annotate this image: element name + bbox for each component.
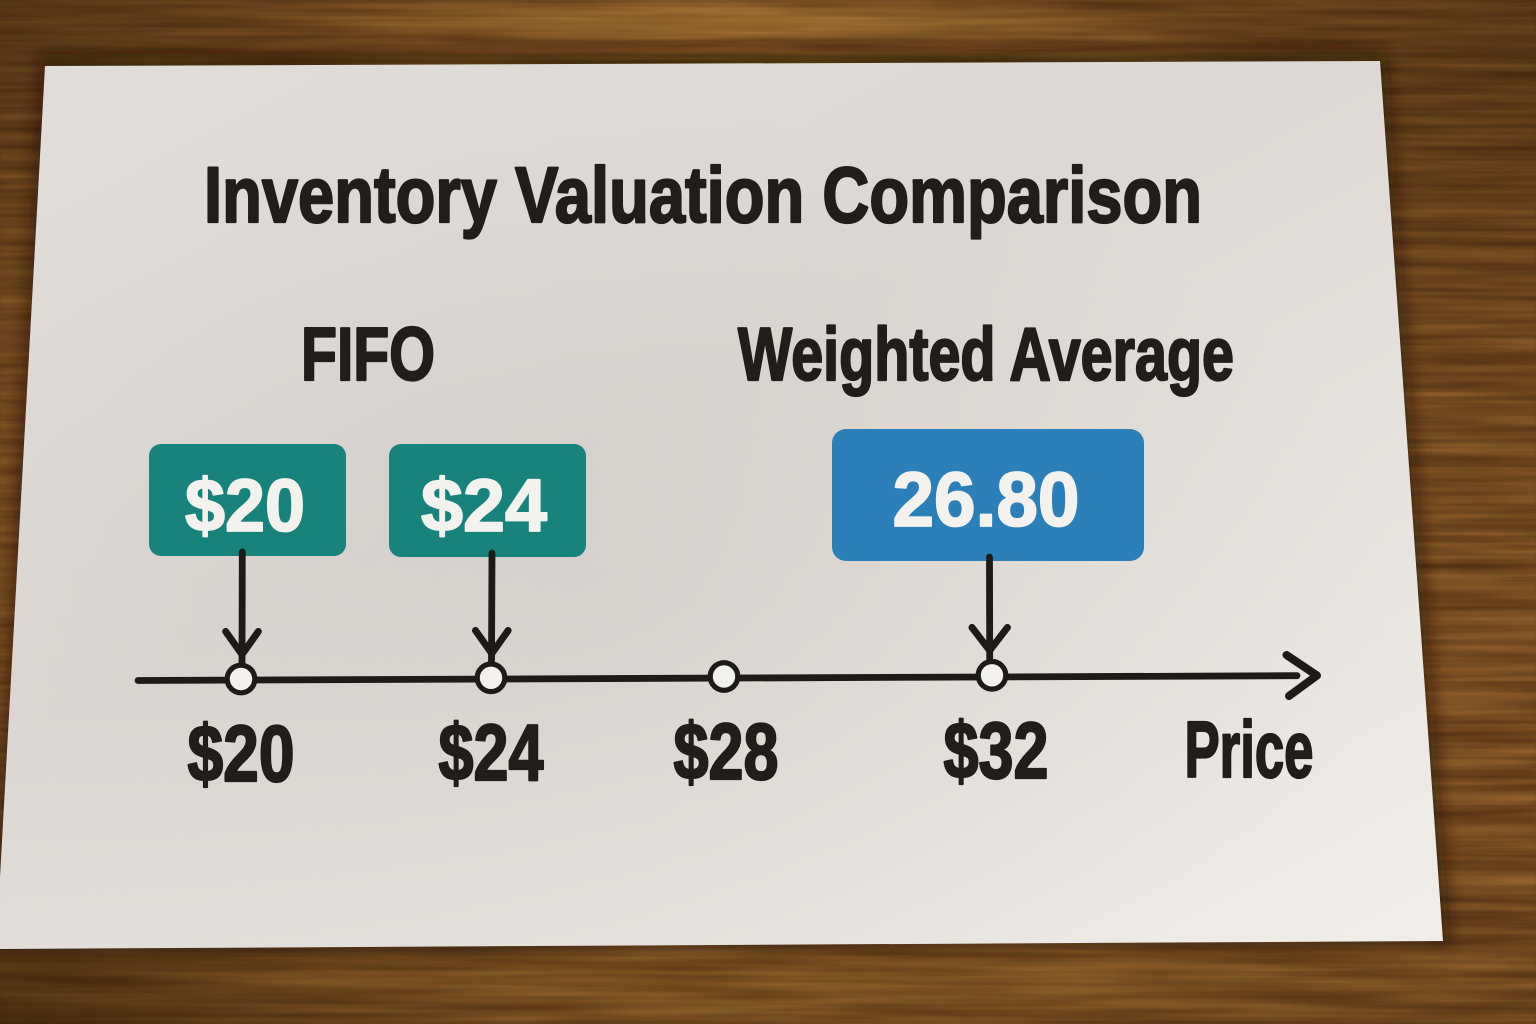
svg-text:$28: $28 — [674, 707, 779, 796]
svg-text:$20: $20 — [185, 464, 305, 547]
svg-text:$32: $32 — [944, 706, 1049, 795]
svg-text:$24: $24 — [439, 708, 544, 797]
svg-text:Price: Price — [1185, 705, 1314, 794]
svg-text:FIFO: FIFO — [301, 312, 435, 396]
svg-text:26.80: 26.80 — [893, 457, 1080, 543]
svg-text:Weighted Average: Weighted Average — [738, 312, 1234, 396]
svg-text:$24: $24 — [421, 464, 547, 547]
svg-text:Inventory Valuation Comparison: Inventory Valuation Comparison — [204, 150, 1202, 239]
svg-text:$20: $20 — [188, 709, 295, 798]
